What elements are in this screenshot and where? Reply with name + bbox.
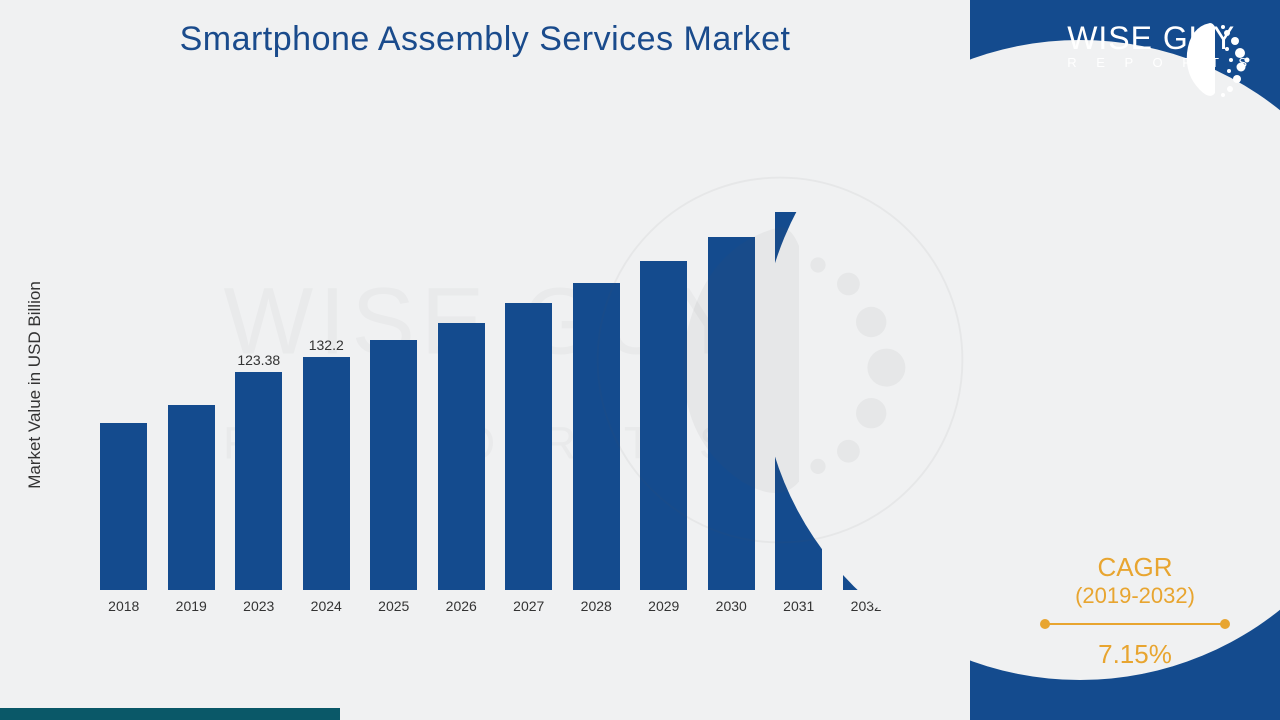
x-axis-tick: 2019 bbox=[176, 598, 207, 614]
bar-value-label bbox=[189, 385, 193, 401]
bar-wrapper: 2029 bbox=[630, 241, 697, 590]
bar bbox=[303, 357, 350, 590]
y-axis-label: Market Value in USD Billion bbox=[25, 281, 45, 489]
x-axis-tick: 2028 bbox=[581, 598, 612, 614]
bar bbox=[100, 423, 147, 590]
bar-value-label bbox=[594, 263, 598, 279]
x-axis-tick: 2024 bbox=[311, 598, 342, 614]
cagr-value: 7.15% bbox=[1035, 639, 1235, 670]
bar-wrapper: 2026 bbox=[428, 303, 495, 590]
x-axis-tick: 2026 bbox=[446, 598, 477, 614]
cagr-title: CAGR bbox=[1035, 552, 1235, 583]
cagr-divider bbox=[1045, 623, 1225, 625]
x-axis-tick: 2027 bbox=[513, 598, 544, 614]
bar-value-label bbox=[122, 403, 126, 419]
cagr-years: (2019-2032) bbox=[1035, 583, 1235, 609]
bar-value-label bbox=[459, 303, 463, 319]
bar-wrapper: 2019 bbox=[158, 385, 225, 590]
bottom-accent-bar bbox=[0, 708, 340, 720]
bar bbox=[235, 372, 282, 590]
x-axis-tick: 2018 bbox=[108, 598, 139, 614]
x-axis-tick: 2029 bbox=[648, 598, 679, 614]
x-axis-tick: 2025 bbox=[378, 598, 409, 614]
bar-wrapper: 2018 bbox=[90, 403, 157, 590]
logo-area: WISE GUY R E P O R T S bbox=[1067, 20, 1255, 70]
bar bbox=[168, 405, 215, 590]
bar-wrapper: 132.22024 bbox=[293, 337, 360, 590]
bar bbox=[370, 340, 417, 590]
bar-wrapper: 2028 bbox=[563, 263, 630, 590]
bar-value-label bbox=[392, 320, 396, 336]
chart-title: Smartphone Assembly Services Market bbox=[0, 20, 970, 59]
bar bbox=[640, 261, 687, 590]
bar-value-label bbox=[729, 217, 733, 233]
bar-value-label bbox=[662, 241, 666, 257]
cagr-block: CAGR (2019-2032) 7.15% bbox=[1035, 552, 1235, 670]
bar-value-label: 132.2 bbox=[309, 337, 344, 353]
bar-value-label: 123.38 bbox=[237, 352, 280, 368]
bar bbox=[438, 323, 485, 590]
bar bbox=[708, 237, 755, 590]
bar bbox=[573, 283, 620, 590]
x-axis-tick: 2030 bbox=[716, 598, 747, 614]
bar-wrapper: 123.382023 bbox=[225, 352, 292, 590]
bar-wrapper: 2025 bbox=[360, 320, 427, 590]
bar bbox=[505, 303, 552, 590]
bar-value-label bbox=[527, 283, 531, 299]
bar-wrapper: 2027 bbox=[495, 283, 562, 590]
logo-head-icon bbox=[1175, 15, 1255, 105]
x-axis-tick: 2023 bbox=[243, 598, 274, 614]
bar-wrapper: 2030 bbox=[698, 217, 765, 590]
x-axis-tick: 2031 bbox=[783, 598, 814, 614]
